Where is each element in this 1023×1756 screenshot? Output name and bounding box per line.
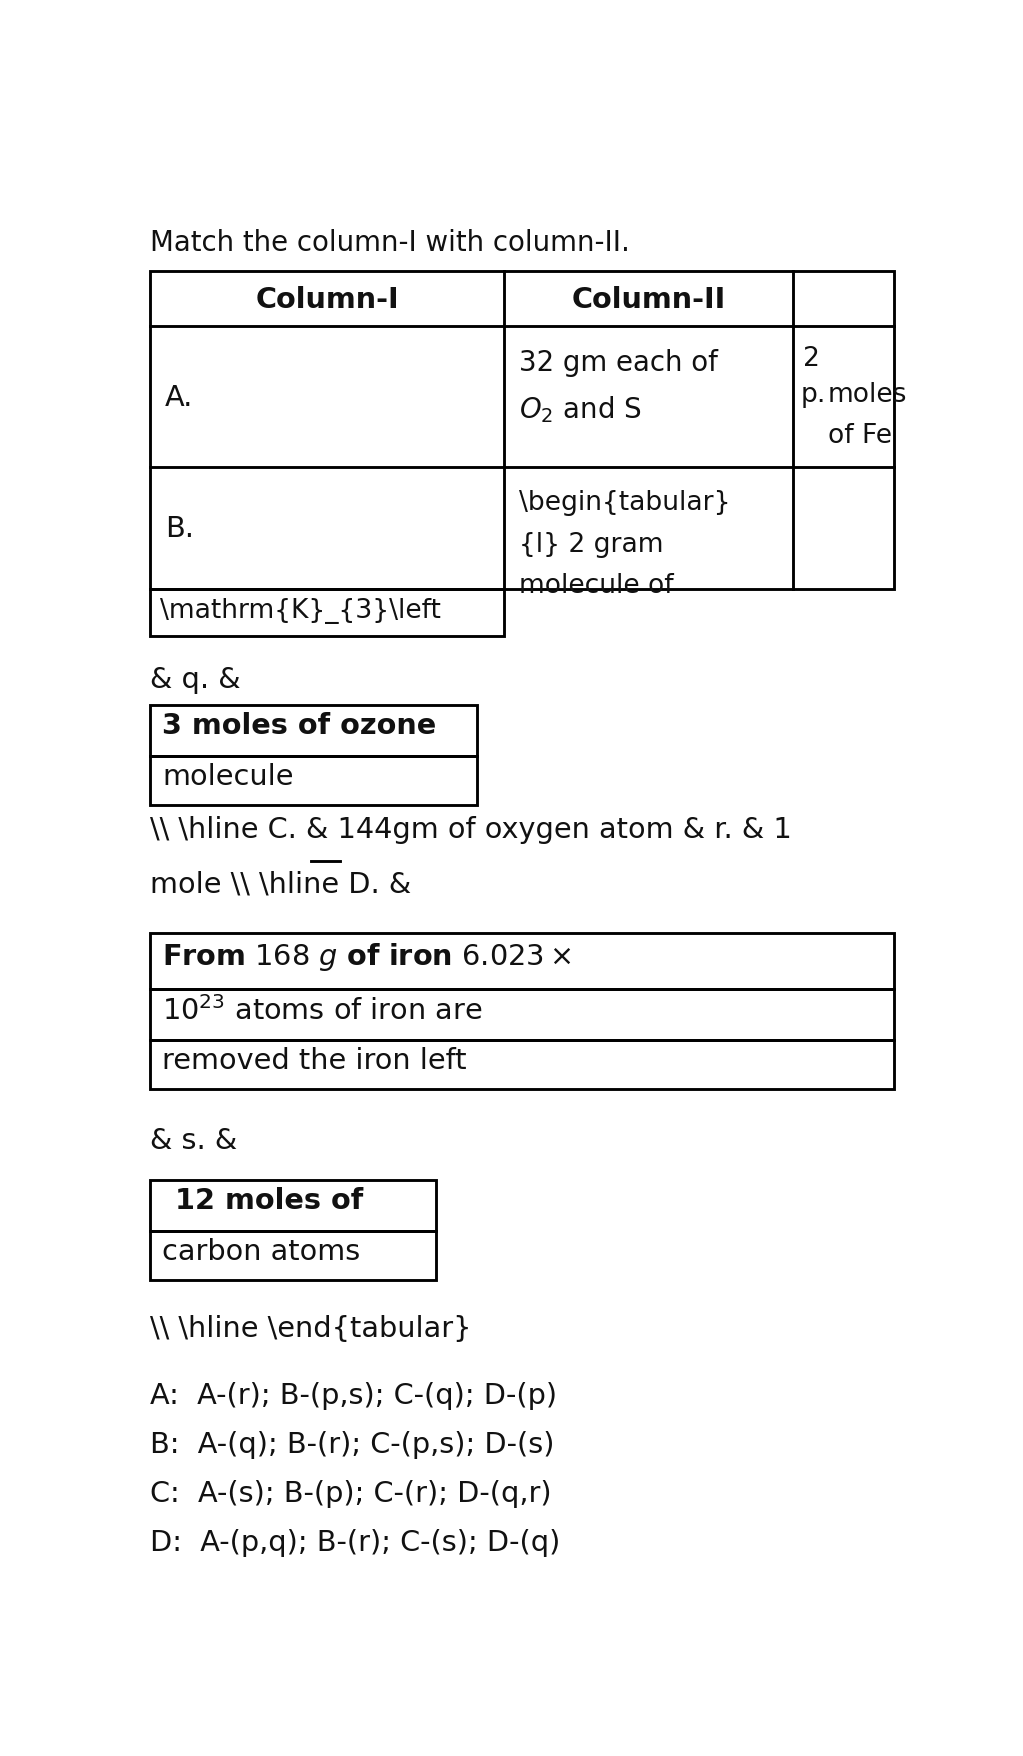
Text: mole \\ \hline D. &: mole \\ \hline D. & bbox=[150, 871, 411, 899]
Bar bbox=[150, 706, 477, 757]
Text: moles: moles bbox=[828, 383, 906, 407]
Text: \\ \hline \end{tabular}: \\ \hline \end{tabular} bbox=[150, 1315, 472, 1342]
Text: removed the iron left: removed the iron left bbox=[163, 1047, 466, 1075]
Bar bbox=[150, 590, 503, 636]
Text: 3 moles of ozone: 3 moles of ozone bbox=[163, 711, 437, 739]
Bar bbox=[150, 757, 477, 806]
Text: \begin{tabular}: \begin{tabular} bbox=[518, 490, 729, 516]
Text: $\mathbf{From}$ $168\ g\ \mathbf{of\ iron}\ 6.023\times$: $\mathbf{From}$ $168\ g\ \mathbf{of\ iro… bbox=[163, 939, 572, 973]
Text: Column-I: Column-I bbox=[255, 286, 398, 313]
Text: \\ \hline C. & 144gm of oxygen atom & r. & 1: \\ \hline C. & 144gm of oxygen atom & r.… bbox=[150, 815, 791, 843]
Text: Column-II: Column-II bbox=[571, 286, 725, 313]
Text: 32 gm each of: 32 gm each of bbox=[518, 349, 717, 378]
Text: molecule: molecule bbox=[163, 762, 294, 790]
Text: A.: A. bbox=[165, 383, 193, 411]
Text: $O_2$ and S: $O_2$ and S bbox=[518, 395, 640, 425]
Text: B:  A-(q); B-(r); C-(p,s); D-(s): B: A-(q); B-(r); C-(p,s); D-(s) bbox=[150, 1431, 554, 1459]
Bar bbox=[150, 989, 894, 1040]
Text: molecule of: molecule of bbox=[518, 572, 672, 599]
Text: 12 moles of: 12 moles of bbox=[175, 1185, 363, 1213]
Text: & q. &: & q. & bbox=[150, 666, 240, 694]
Bar bbox=[150, 1180, 436, 1231]
Text: 2: 2 bbox=[802, 346, 819, 371]
Text: B.: B. bbox=[165, 515, 193, 543]
Text: carbon atoms: carbon atoms bbox=[163, 1238, 360, 1266]
Text: \mathrm{K}_{3}\left: \mathrm{K}_{3}\left bbox=[160, 597, 441, 623]
Text: of Fe: of Fe bbox=[828, 423, 891, 448]
Bar bbox=[150, 1231, 436, 1280]
Text: & s. &: & s. & bbox=[150, 1126, 237, 1154]
Text: p.: p. bbox=[800, 383, 826, 407]
Text: Match the column-I with column-II.: Match the column-I with column-II. bbox=[150, 228, 629, 256]
Text: $10^{23}$ atoms of iron are: $10^{23}$ atoms of iron are bbox=[163, 996, 483, 1026]
Bar bbox=[150, 272, 894, 590]
Text: {l} 2 gram: {l} 2 gram bbox=[518, 532, 663, 557]
Bar bbox=[150, 1040, 894, 1089]
Bar bbox=[150, 934, 894, 989]
Text: C:  A-(s); B-(p); C-(r); D-(q,r): C: A-(s); B-(p); C-(r); D-(q,r) bbox=[150, 1480, 551, 1508]
Text: D:  A-(p,q); B-(r); C-(s); D-(q): D: A-(p,q); B-(r); C-(s); D-(q) bbox=[150, 1528, 560, 1556]
Text: A:  A-(r); B-(p,s); C-(q); D-(p): A: A-(r); B-(p,s); C-(q); D-(p) bbox=[150, 1382, 557, 1410]
